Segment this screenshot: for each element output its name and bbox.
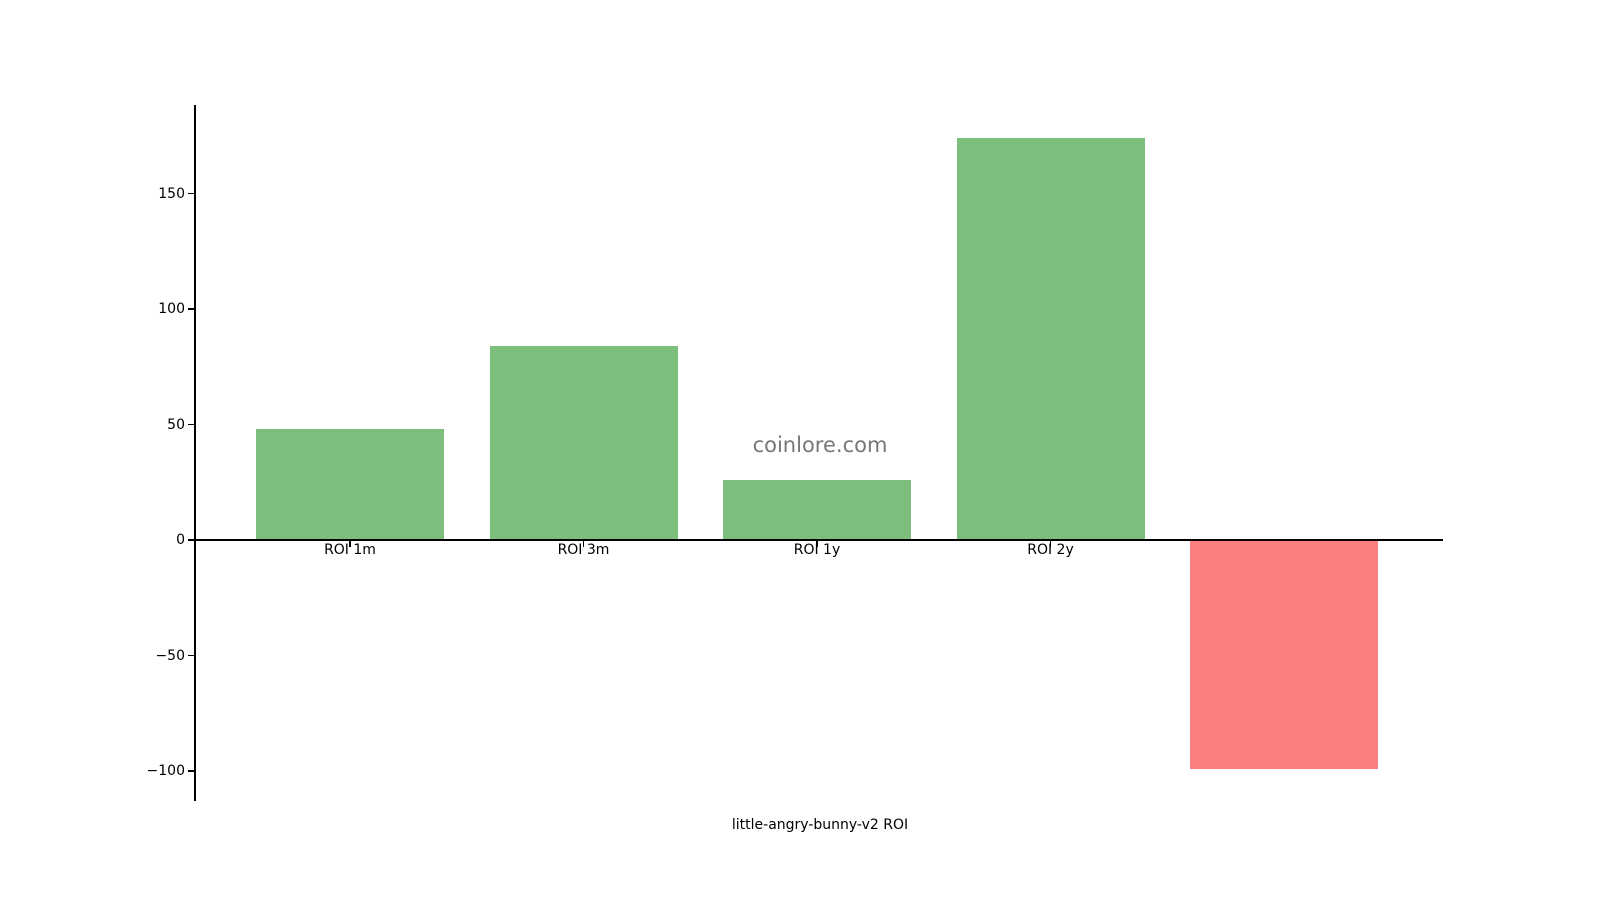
x-tick-label: ROI 3m (557, 542, 610, 558)
y-tick-mark (188, 770, 194, 772)
watermark-text: coinlore.com (752, 433, 888, 457)
y-tick-mark (188, 192, 194, 195)
x-tick-mark (1049, 541, 1052, 547)
y-tick-label: 50 (167, 416, 185, 433)
bar-roi-1y (723, 479, 911, 540)
bar-roi-3m (489, 345, 678, 540)
bar-series-5 (1190, 540, 1378, 769)
y-tick-label: 150 (158, 185, 185, 202)
y-tick-mark (188, 539, 194, 541)
x-tick-mark (349, 541, 351, 547)
y-tick-label: −50 (155, 647, 185, 664)
bar-roi-1m (256, 429, 444, 540)
y-tick-label: −100 (146, 763, 185, 779)
y-tick-mark (188, 654, 194, 657)
y-tick-mark (188, 423, 194, 426)
y-tick-label: 0 (176, 532, 185, 548)
x-axis-zero-line (195, 539, 1443, 541)
y-axis-line (194, 105, 196, 801)
x-tick-label: ROI 1m (324, 542, 376, 558)
x-tick-label: ROI 1y (793, 542, 841, 558)
y-tick-label: 100 (158, 301, 185, 317)
chart-title: little-angry-bunny-v2 ROI (731, 817, 909, 833)
bar-roi-2y (956, 138, 1145, 540)
x-tick-mark (582, 541, 585, 547)
x-tick-label: ROI 2y (1027, 542, 1074, 558)
x-tick-mark (816, 541, 818, 547)
y-tick-mark (188, 308, 194, 310)
